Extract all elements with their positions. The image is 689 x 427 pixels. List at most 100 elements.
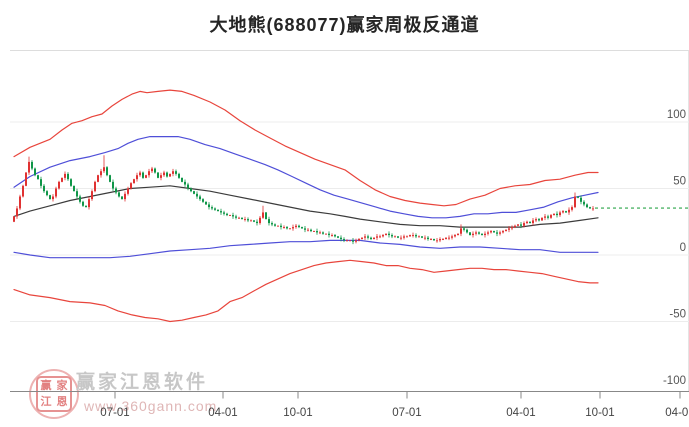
candle-body [403, 236, 405, 238]
candle-body [313, 231, 315, 232]
candle-body [232, 215, 234, 217]
candle-body [166, 172, 168, 177]
candle-body [388, 233, 390, 236]
y-axis-label: 50 [673, 176, 686, 188]
candle-body [328, 233, 330, 236]
candle-body [340, 237, 342, 240]
brand-seal-grid: 赢 家 江 恩 [36, 376, 72, 412]
candle-body [322, 232, 324, 234]
seal-char: 家 [56, 379, 68, 392]
candle-body [427, 237, 429, 240]
candle-body [547, 216, 549, 218]
candle-body [196, 193, 198, 197]
candle-body [481, 233, 483, 236]
candle-body [82, 201, 84, 206]
candle-body [274, 224, 276, 226]
candle-body [571, 207, 573, 210]
candle-body [517, 224, 519, 226]
candle-body [22, 185, 24, 197]
candle-body [337, 236, 339, 238]
candle-body [439, 239, 441, 241]
candle-body [586, 204, 588, 208]
candle-body [580, 197, 582, 202]
upper-inner-band [13, 136, 599, 219]
candle-body [250, 220, 252, 222]
x-axis-label: 04-01 [506, 407, 535, 419]
candle-body [421, 236, 423, 238]
candle-body [208, 204, 210, 208]
middle-band [13, 185, 599, 228]
candle-body [112, 181, 114, 189]
candle-body [19, 196, 21, 209]
candle-body [352, 240, 354, 242]
candle-body [367, 236, 369, 238]
candle-body [97, 175, 99, 182]
candle-body [88, 199, 90, 208]
candle-body [529, 221, 531, 224]
candle-body [49, 195, 51, 200]
candle-body [40, 179, 42, 186]
candle-body [418, 236, 420, 238]
candle-body [37, 175, 39, 180]
candle-body [280, 225, 282, 228]
candle-body [277, 225, 279, 227]
candle-body [190, 188, 192, 192]
candle-body [373, 237, 375, 240]
candle-body [463, 228, 465, 230]
candle-body [361, 237, 363, 240]
candle-body [241, 217, 243, 220]
candle-body [382, 235, 384, 237]
candle-body [226, 213, 228, 216]
candle-body [349, 240, 351, 242]
candle-body [484, 233, 486, 236]
candle-body [385, 233, 387, 236]
y-axis-label: 100 [667, 109, 686, 121]
candle-body [265, 212, 267, 220]
candle-body [163, 172, 165, 176]
watermark-url-text: www.360gann.com [84, 398, 218, 414]
brand-seal-logo: 赢 家 江 恩 [29, 369, 79, 419]
candle-body [346, 240, 348, 242]
candle-body [175, 171, 177, 174]
candle-body [100, 171, 102, 176]
candle-body [400, 237, 402, 239]
candle-body [28, 161, 30, 173]
candle-body [436, 240, 438, 242]
candle-body [526, 221, 528, 224]
candle-body [325, 233, 327, 235]
candle-body [184, 181, 186, 185]
seal-char: 赢 [40, 379, 52, 392]
candle-body [31, 161, 33, 169]
candle-body [46, 191, 48, 196]
candle-body [214, 208, 216, 210]
y-axis-label: 0 [680, 242, 686, 254]
candle-body [514, 225, 516, 228]
candle-body [199, 196, 201, 200]
candle-body [304, 228, 306, 230]
candle-body [556, 213, 558, 216]
candle-body [169, 173, 171, 177]
candle-body [511, 227, 513, 229]
candle-body [541, 217, 543, 221]
candle-body [109, 175, 111, 182]
lower-outer-band [13, 259, 599, 323]
candle-body [397, 236, 399, 238]
candle-body [565, 211, 567, 213]
candle-body [85, 205, 87, 208]
candle-body [94, 181, 96, 192]
candle-body [292, 227, 294, 229]
candle-body [235, 216, 237, 218]
candle-body [145, 175, 147, 178]
candle-body [538, 219, 540, 221]
candle-body [475, 232, 477, 234]
candle-body [79, 196, 81, 202]
candle-body [550, 215, 552, 218]
candle-body [271, 223, 273, 225]
candle-body [67, 173, 69, 180]
candle-body [76, 191, 78, 197]
candle-body [139, 172, 141, 176]
candle-body [157, 172, 159, 178]
candle-body [451, 236, 453, 238]
